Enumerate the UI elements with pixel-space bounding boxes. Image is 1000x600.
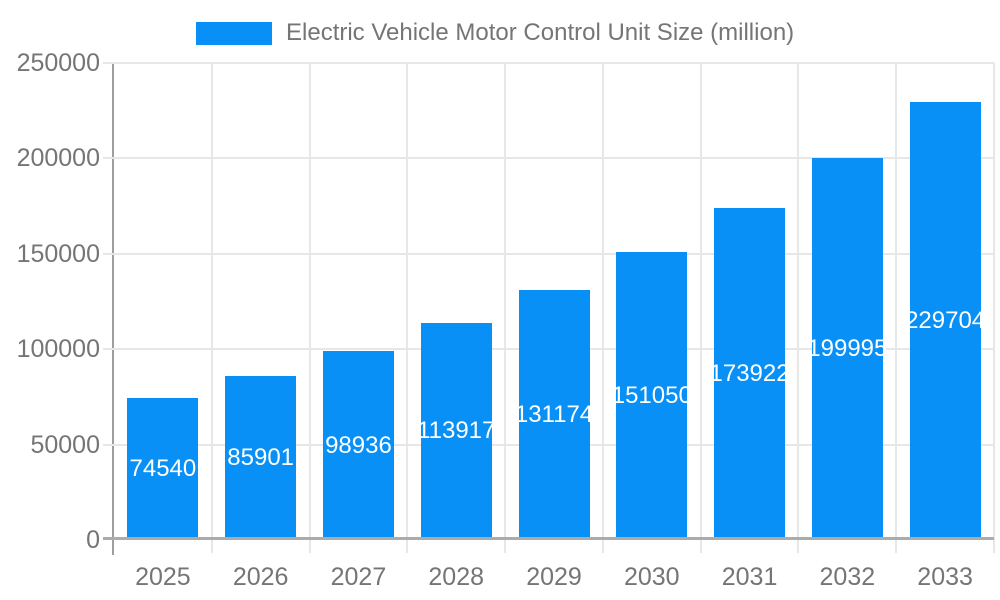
y-gridline — [103, 252, 994, 255]
x-axis-tick-label: 2026 — [232, 563, 289, 591]
x-gridline — [797, 63, 800, 553]
bar-2031: 173922 — [710, 208, 790, 540]
bar-value-label: 199995 — [807, 335, 888, 363]
x-gridline — [699, 63, 702, 553]
x-axis-tick-label: 2028 — [428, 563, 485, 591]
bar-value-label: 173922 — [709, 360, 790, 388]
bar-value-label: 131174 — [514, 400, 594, 428]
x-axis-tick-label: 2029 — [526, 563, 582, 591]
bar-2029: 131174 — [515, 289, 593, 540]
bar-2032: 199995 — [807, 158, 887, 540]
bar-2027: 98936 — [322, 351, 394, 540]
plot-area: 0 50000 100000 150000 200000 250000 74540 2025 8… — [17, 49, 995, 591]
y-axis-tick-label: 250000 — [16, 49, 100, 77]
bar-value-label: 98936 — [325, 431, 392, 459]
x-gridline — [504, 63, 507, 553]
bar-value-label: 229704 — [905, 306, 986, 334]
y-axis-tick-label: 100000 — [16, 335, 100, 364]
bar-2026: 85901 — [225, 376, 297, 540]
bar-2025: 74540 — [127, 397, 199, 540]
bar-value-label: 113917 — [417, 417, 496, 445]
y-axis-line — [112, 63, 114, 555]
y-axis-tick-label: 0 — [86, 526, 100, 554]
y-gridline — [103, 62, 994, 64]
x-gridline — [993, 63, 995, 553]
legend-swatch-icon — [196, 21, 272, 45]
x-gridline — [895, 63, 898, 553]
x-gridline — [210, 63, 213, 553]
x-axis-tick-label: 2025 — [135, 563, 191, 591]
x-gridline — [601, 63, 604, 553]
bar-value-label: 85901 — [227, 444, 295, 472]
x-axis-tick-label: 2031 — [721, 563, 778, 591]
legend-label: Electric Vehicle Motor Control Unit Size… — [286, 19, 795, 46]
x-gridline — [308, 63, 311, 553]
bar-2030: 151050 — [612, 251, 692, 540]
y-axis-tick-label: 150000 — [16, 239, 100, 268]
x-axis-tick-label: 2030 — [623, 563, 680, 591]
legend-item[interactable]: Electric Vehicle Motor Control Unit Size… — [196, 19, 794, 47]
y-axis-tick-label: 50000 — [30, 430, 100, 459]
y-gridline — [103, 157, 994, 160]
bar-2033: 229704 — [905, 101, 985, 540]
bar-2028: 113917 — [417, 322, 495, 540]
x-axis-baseline — [103, 537, 994, 540]
x-axis-tick-label: 2032 — [819, 563, 876, 591]
y-axis-tick-label: 200000 — [16, 144, 100, 173]
x-axis-tick-label: 2027 — [330, 563, 387, 591]
bar-value-label: 74540 — [129, 454, 197, 482]
x-axis-tick-label: 2033 — [917, 563, 973, 591]
bar-value-label: 151050 — [611, 381, 692, 409]
x-gridline — [406, 63, 409, 553]
